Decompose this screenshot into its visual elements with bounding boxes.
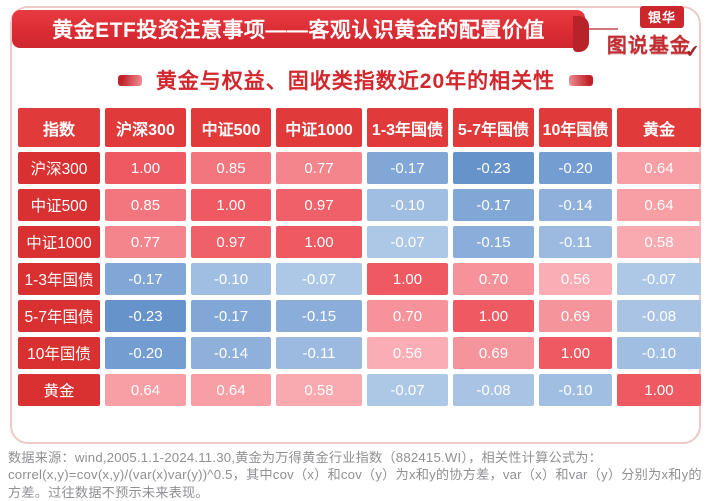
subtitle-marker-right-icon (569, 74, 594, 86)
correlation-cell: -0.07 (367, 226, 448, 258)
page-title: 黄金ETF投资注意事项——客观认识黄金的配置价值 (52, 19, 545, 42)
row-header: 中证1000 (18, 226, 100, 258)
correlation-cell: -0.17 (191, 300, 271, 332)
correlation-cell: 0.64 (617, 189, 701, 221)
correlation-cell: 1.00 (367, 263, 448, 295)
correlation-cell: 0.77 (276, 152, 362, 184)
row-header: 5-7年国债 (18, 300, 100, 332)
correlation-cell: -0.14 (191, 337, 271, 369)
correlation-cell: 1.00 (105, 152, 186, 184)
row-header: 黄金 (18, 374, 100, 406)
correlation-cell: -0.10 (191, 263, 271, 295)
correlation-cell: 0.70 (367, 300, 448, 332)
banner-connector-line (586, 28, 618, 30)
correlation-cell: 0.58 (276, 374, 362, 406)
chart-title: 黄金与权益、固收类指数近20年的相关性 (155, 70, 556, 93)
correlation-cell: -0.07 (276, 263, 362, 295)
correlation-cell: 1.00 (191, 189, 271, 221)
column-header: 中证500 (191, 108, 271, 147)
correlation-cell: -0.11 (539, 226, 612, 258)
correlation-cell: 0.58 (617, 226, 701, 258)
correlation-cell: 0.69 (453, 337, 534, 369)
column-header: 中证1000 (276, 108, 362, 147)
correlation-cell: -0.23 (453, 152, 534, 184)
correlation-cell: 0.56 (539, 263, 612, 295)
correlation-cell: 0.97 (276, 189, 362, 221)
chart-subtitle-row: 黄金与权益、固收类指数近20年的相关性 (12, 62, 699, 98)
correlation-cell: 0.85 (105, 189, 186, 221)
column-header: 1-3年国债 (367, 108, 448, 147)
correlation-cell: -0.10 (367, 189, 448, 221)
brand-name-row: 图说基金 ✔ (606, 29, 701, 62)
correlation-cell: 1.00 (539, 337, 612, 369)
title-banner: 黄金ETF投资注意事项——客观认识黄金的配置价值 (12, 10, 589, 52)
row-header: 1-3年国债 (18, 263, 100, 295)
correlation-cell: -0.17 (453, 189, 534, 221)
row-header: 沪深300 (18, 152, 100, 184)
correlation-cell: 0.56 (367, 337, 448, 369)
brand-badge: 银华 (639, 6, 684, 28)
correlation-cell: 0.64 (191, 374, 271, 406)
checkmark-icon: ✔ (684, 41, 701, 62)
correlation-cell: -0.07 (367, 374, 448, 406)
correlation-cell: -0.20 (105, 337, 186, 369)
correlation-cell: -0.15 (276, 300, 362, 332)
row-header: 10年国债 (18, 337, 100, 369)
correlation-cell: 0.77 (105, 226, 186, 258)
correlation-table: 指数 沪深300 中证500 中证1000 1-3年国债 5-7年国债 10年国债 黄金 沪深3… (18, 108, 701, 406)
correlation-cell: -0.20 (539, 152, 612, 184)
correlation-cell: -0.08 (453, 374, 534, 406)
subtitle-marker-left-icon (117, 74, 142, 86)
correlation-cell: 1.00 (617, 374, 701, 406)
correlation-cell: 0.97 (191, 226, 271, 258)
correlation-cell: -0.10 (539, 374, 612, 406)
correlation-cell: 1.00 (276, 226, 362, 258)
column-header: 5-7年国债 (453, 108, 534, 147)
row-header: 中证500 (18, 189, 100, 221)
correlation-cell: -0.10 (617, 337, 701, 369)
correlation-cell: -0.15 (453, 226, 534, 258)
correlation-cell: -0.17 (105, 263, 186, 295)
correlation-cell: 0.70 (453, 263, 534, 295)
correlation-cell: 0.64 (617, 152, 701, 184)
correlation-cell: 0.69 (539, 300, 612, 332)
correlation-cell: -0.11 (276, 337, 362, 369)
correlation-cell: -0.14 (539, 189, 612, 221)
correlation-cell: -0.23 (105, 300, 186, 332)
column-header: 10年国债 (539, 108, 612, 147)
data-source-footnote: 数据来源：wind,2005.1.1-2024.11.30,黄金为万得黄金行业指… (8, 450, 702, 500)
brand-logo: 银华 图说基金 ✔ (603, 6, 703, 62)
correlation-cell: -0.17 (367, 152, 448, 184)
correlation-cell: -0.07 (617, 263, 701, 295)
brand-name: 图说基金 (606, 35, 691, 57)
correlation-cell: 0.85 (191, 152, 271, 184)
correlation-cell: -0.08 (617, 300, 701, 332)
column-header: 沪深300 (105, 108, 186, 147)
correlation-cell: 0.64 (105, 374, 186, 406)
correlation-cell: 1.00 (453, 300, 534, 332)
column-header: 黄金 (617, 108, 701, 147)
corner-header: 指数 (18, 108, 100, 147)
